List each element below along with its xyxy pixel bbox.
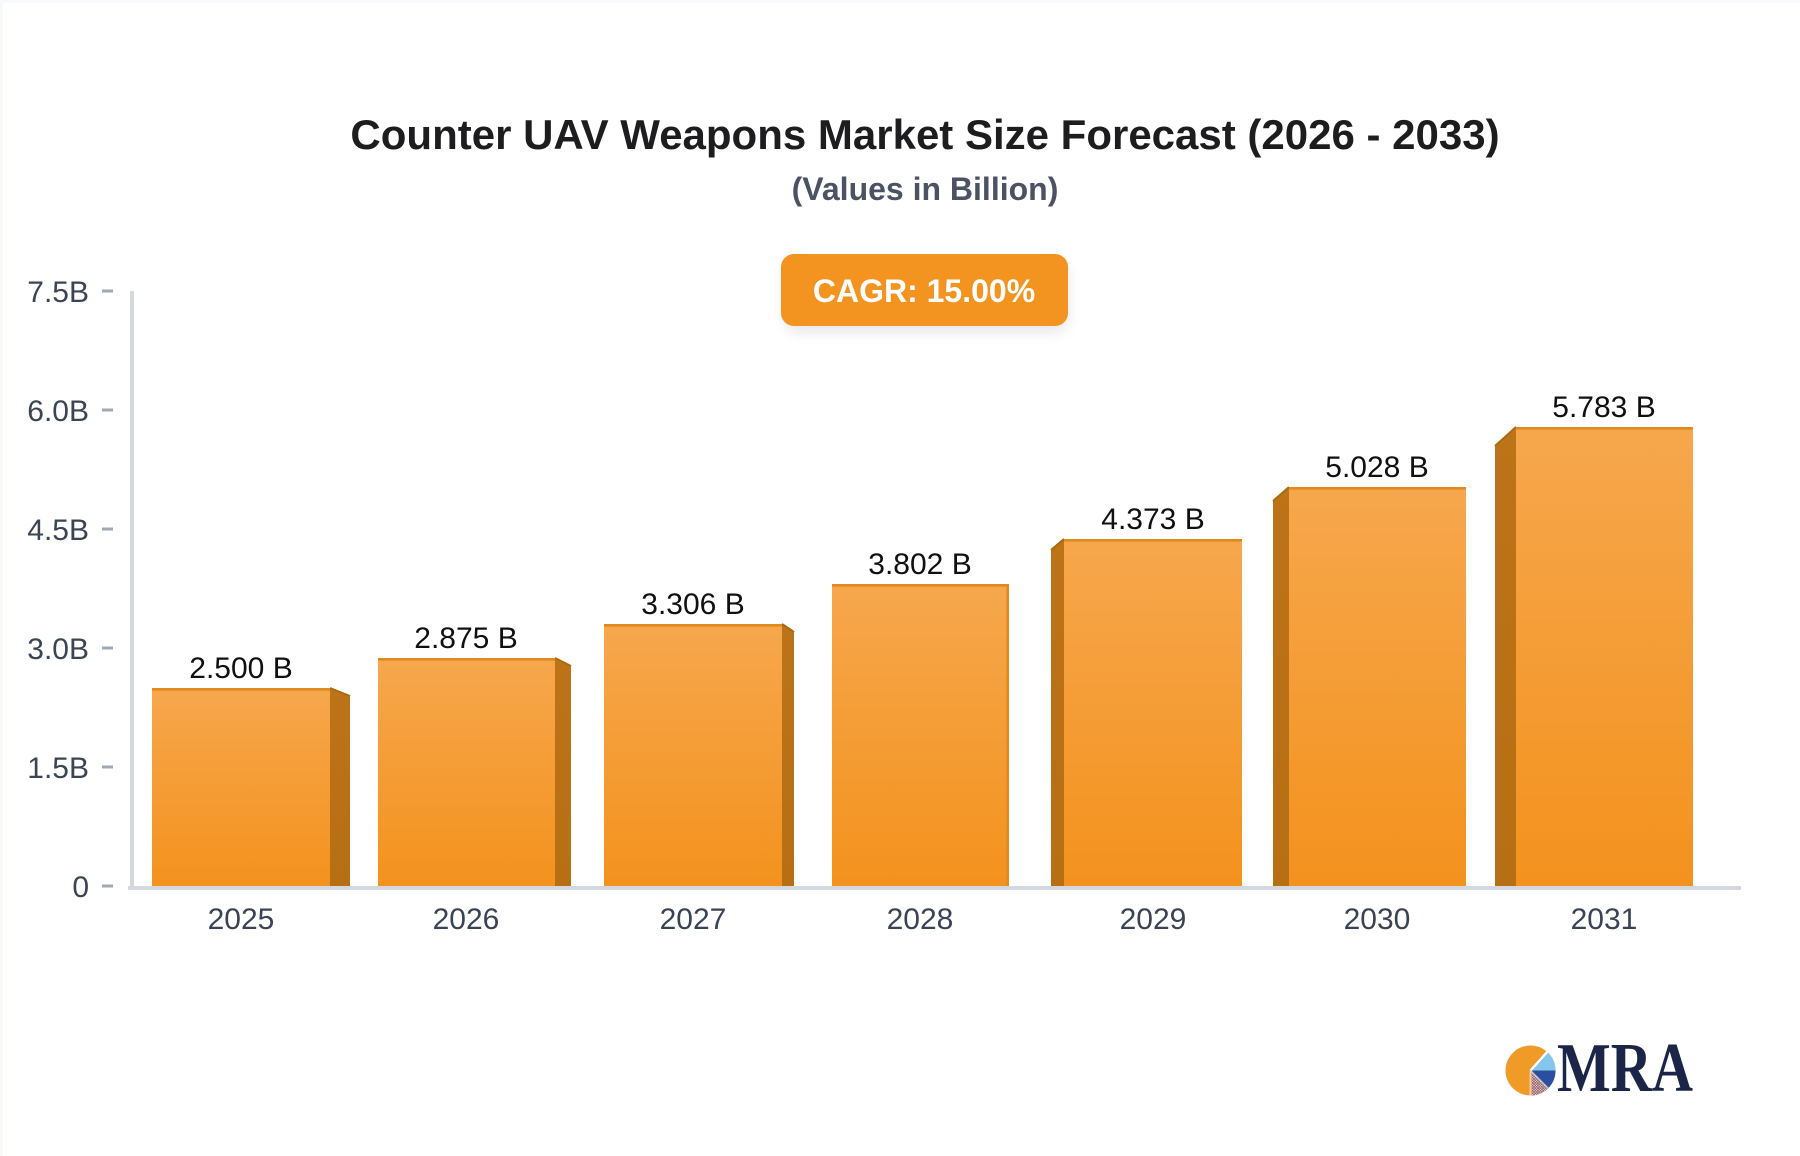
svg-text:5.028 B: 5.028 B [1325,451,1428,484]
svg-text:2029: 2029 [1120,903,1187,936]
svg-text:1.5B: 1.5B [27,752,89,785]
svg-text:3.0B: 3.0B [27,633,89,666]
svg-text:MRA: MRA [1557,1030,1693,1107]
svg-text:0: 0 [72,871,89,904]
svg-text:4.373 B: 4.373 B [1101,503,1204,536]
svg-text:4.5B: 4.5B [27,514,89,547]
svg-text:2028: 2028 [887,903,954,936]
svg-text:2031: 2031 [1571,903,1638,936]
svg-text:2030: 2030 [1344,903,1411,936]
svg-text:5.783 B: 5.783 B [1552,391,1655,424]
svg-text:2.875 B: 2.875 B [414,622,517,655]
svg-text:2027: 2027 [660,903,727,936]
svg-text:CAGR: 15.00%: CAGR: 15.00% [813,273,1035,309]
svg-text:3.802 B: 3.802 B [868,548,971,581]
svg-text:7.5B: 7.5B [27,276,89,309]
svg-text:2025: 2025 [208,903,275,936]
svg-text:6.0B: 6.0B [27,395,89,428]
svg-text:2.500 B: 2.500 B [189,652,292,685]
svg-text:3.306 B: 3.306 B [641,588,744,621]
svg-text:Counter UAV Weapons Market Siz: Counter UAV Weapons Market Size Forecast… [350,111,1499,158]
svg-text:(Values in Billion): (Values in Billion) [792,171,1059,207]
svg-text:2026: 2026 [433,903,500,936]
